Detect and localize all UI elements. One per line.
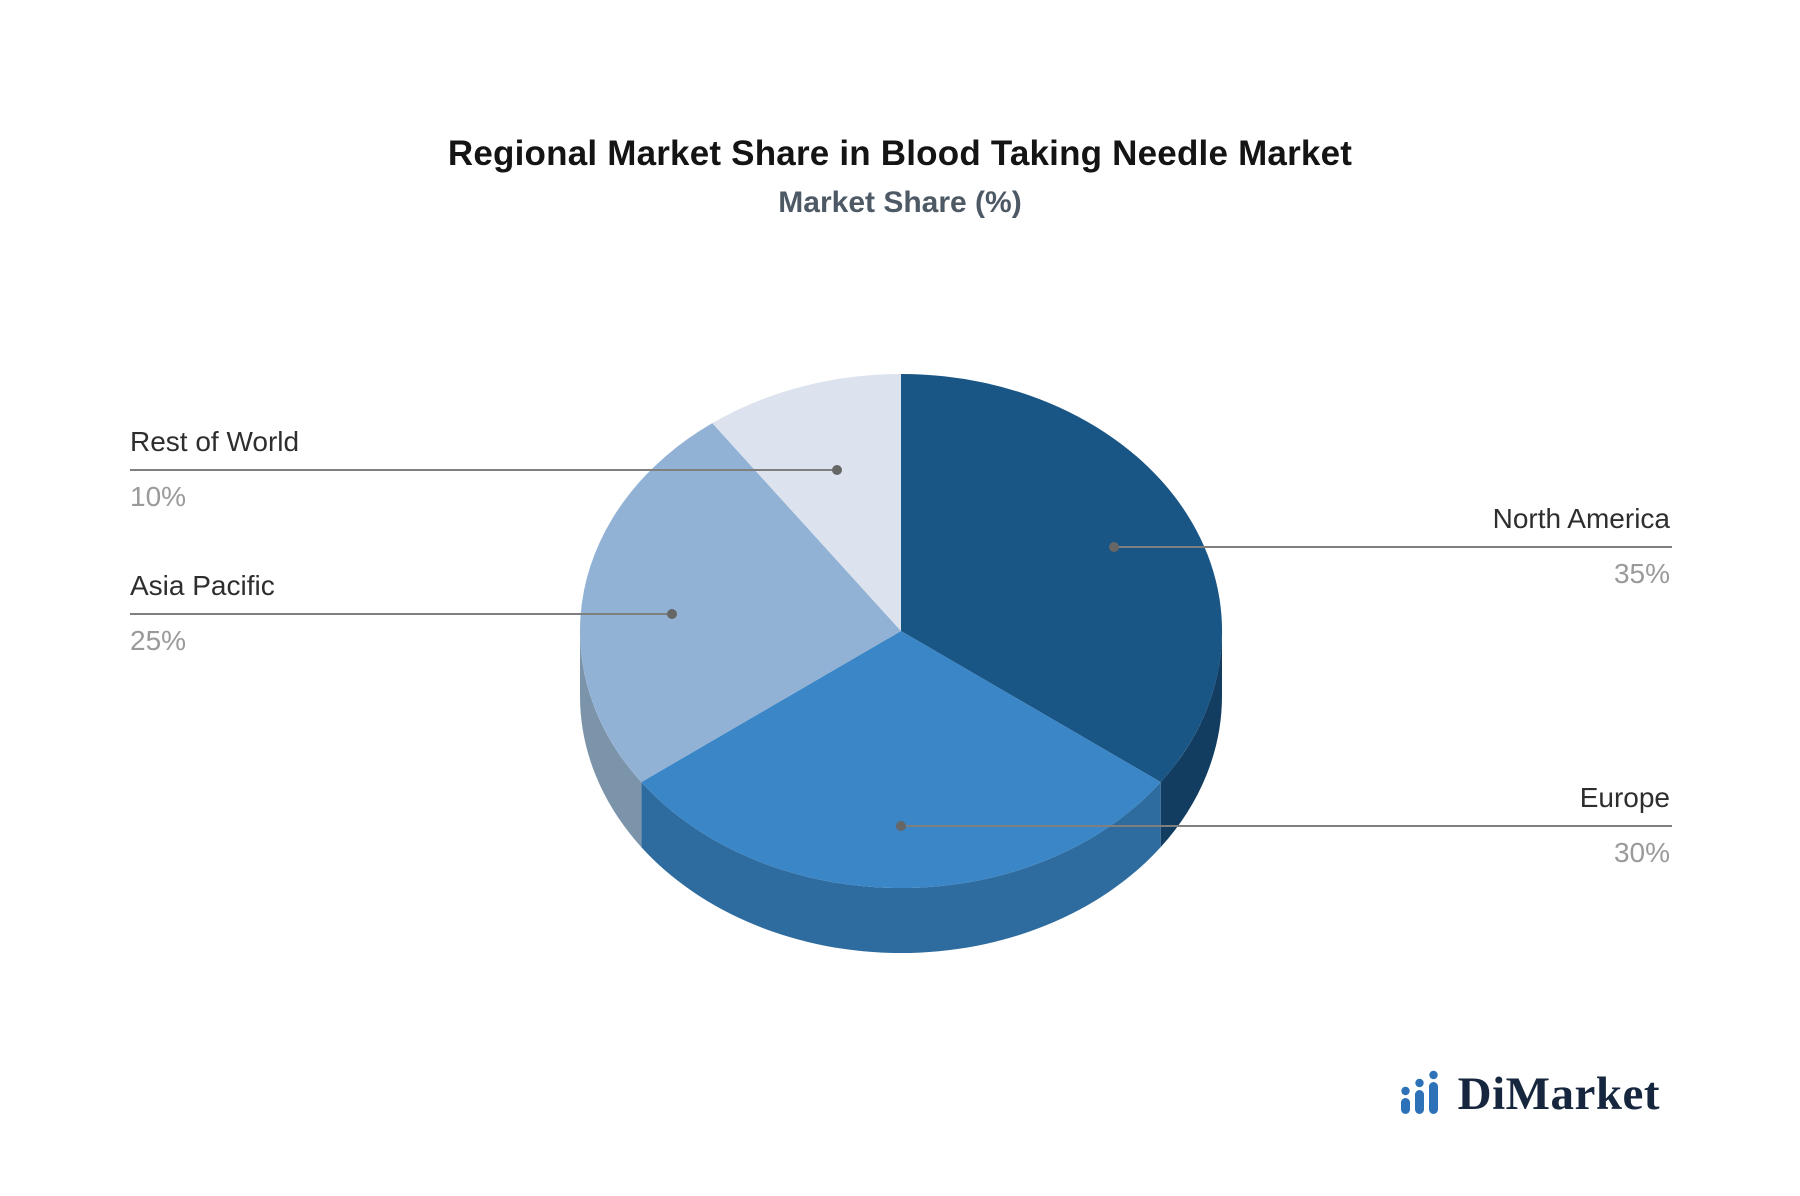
- slice-value-north-america: 35%: [1613, 558, 1670, 589]
- brand-logo-text: DiMarket: [1457, 1067, 1660, 1120]
- brand-logo: DiMarket: [1397, 1070, 1660, 1118]
- connector-dot-north-america: [1109, 542, 1119, 552]
- pie-slice-north-america[interactable]: [901, 374, 1223, 783]
- chart-subtitle: Market Share (%): [778, 186, 1022, 219]
- pie-slice-side-north-america[interactable]: [1160, 631, 1222, 848]
- slice-value-rest-of-world: 10%: [130, 481, 187, 512]
- connector-dot-europe: [896, 821, 906, 831]
- chart-title: Regional Market Share in Blood Taking Ne…: [447, 134, 1353, 173]
- pie-slice-rest-of-world[interactable]: [712, 374, 901, 631]
- slice-label-europe: Europe: [1579, 782, 1670, 814]
- slice-value-asia-pacific: 25%: [130, 625, 187, 656]
- pie-slice-side-asia-pacific[interactable]: [580, 631, 642, 848]
- pie-slice-europe[interactable]: [641, 631, 1161, 889]
- connector-dot-rest-of-world: [832, 465, 842, 475]
- slice-value-europe: 30%: [1613, 837, 1670, 868]
- slice-label-rest-of-world: Rest of World: [130, 426, 300, 458]
- slice-label-north-america: North America: [1492, 503, 1670, 535]
- pie-slice-asia-pacific[interactable]: [579, 423, 901, 783]
- pie-slice-side-europe[interactable]: [641, 782, 1161, 954]
- slice-label-asia-pacific: Asia Pacific: [130, 570, 275, 602]
- connector-dot-asia-pacific: [667, 609, 677, 619]
- bar-chart-icon: [1400, 1070, 1438, 1114]
